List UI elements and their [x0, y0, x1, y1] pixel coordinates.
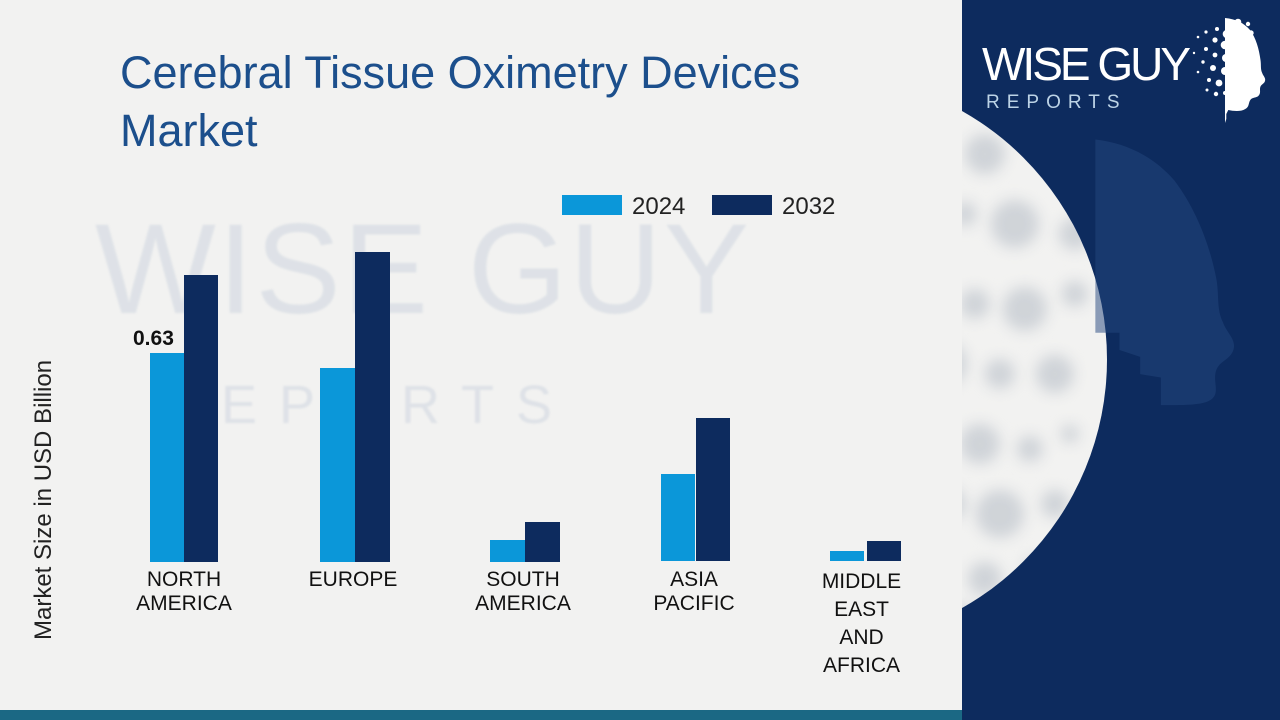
svg-text:WISE GUY: WISE GUY: [982, 38, 1190, 90]
svg-text:REPORTS: REPORTS: [986, 92, 1127, 113]
